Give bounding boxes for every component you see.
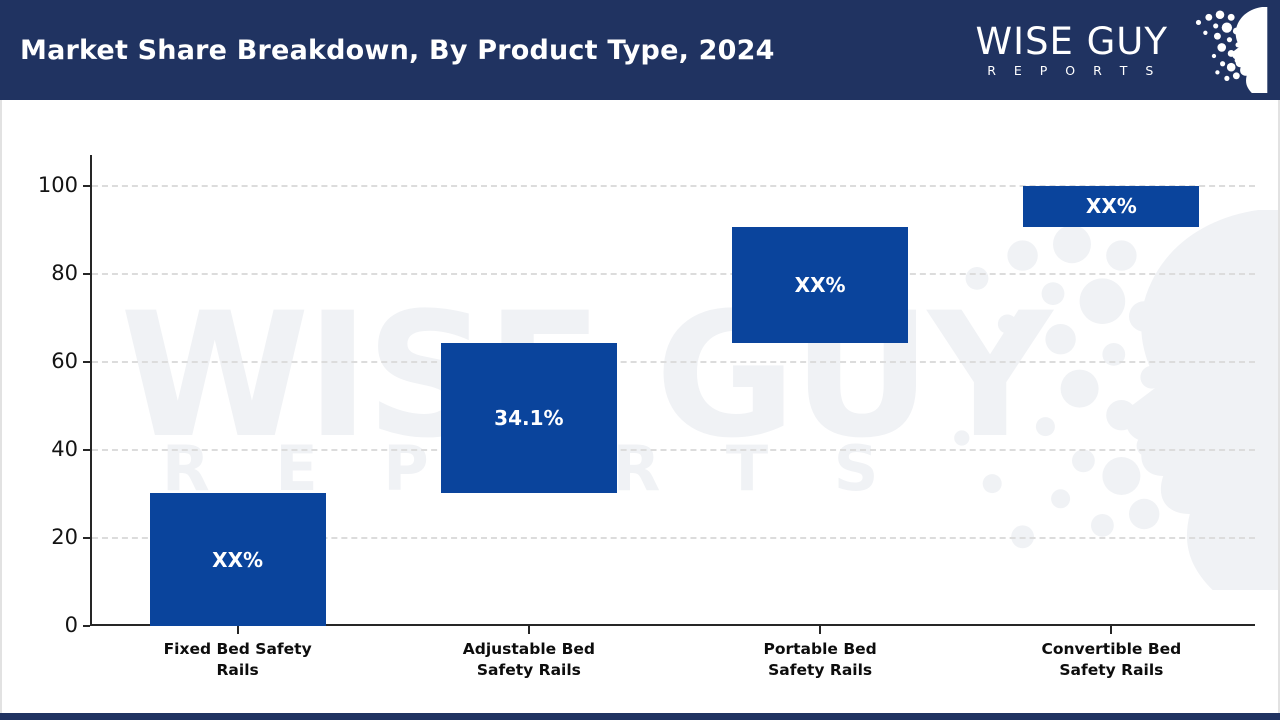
y-axis-tick <box>83 273 90 275</box>
x-axis-category-label: Convertible Bed Safety Rails <box>1041 640 1182 679</box>
y-axis-tick-label: 20 <box>51 525 78 549</box>
bar-1: XX% <box>149 493 326 626</box>
logo-wordmark: WISE GUY <box>975 19 1168 63</box>
x-axis-tick <box>1110 626 1113 634</box>
bar-value-label: XX% <box>212 547 264 572</box>
x-axis-category-label: Fixed Bed Safety Rails <box>163 640 312 679</box>
bar-2: 34.1% <box>440 343 617 494</box>
y-axis-tick-label: 40 <box>51 437 78 461</box>
y-axis-tick <box>83 449 90 451</box>
dotted-head-profile-icon <box>1195 7 1268 93</box>
wise-guy-reports-logo: WISE GUY R E P O R T S <box>976 0 1268 100</box>
plot-area: 0 20 40 60 80 100 XX% Fixed Bed Safety Rails 34.… <box>38 155 1255 679</box>
x-axis-category-label: Adjustable Bed Safety Rails <box>462 640 596 679</box>
gridline-60 <box>92 361 1255 363</box>
gridline-40 <box>92 449 1255 451</box>
logo-text: WISE GUY R E P O R T S <box>976 23 1168 78</box>
gridline-80 <box>92 273 1255 275</box>
y-axis-tick <box>83 185 90 187</box>
chart-title: Market Share Breakdown, By Product Type,… <box>20 34 775 66</box>
x-axis-tick <box>819 626 822 634</box>
x-axis-tick <box>527 626 530 634</box>
chart-canvas: WISE GUY R E P O R T S 020406080100XX%Fi… <box>0 100 1280 713</box>
y-axis-tick-label: 80 <box>51 261 78 285</box>
y-axis-tick <box>83 537 90 539</box>
header-banner: Market Share Breakdown, By Product Type,… <box>0 0 1280 100</box>
y-axis-tick <box>83 361 90 363</box>
bar-3: XX% <box>732 226 909 344</box>
bar-value-label: XX% <box>794 272 846 297</box>
gridline-100 <box>92 185 1255 187</box>
bar-4: XX% <box>1023 186 1200 227</box>
gridline-20 <box>92 537 1255 539</box>
logo-subtitle: R E P O R T S <box>987 62 1161 78</box>
y-axis-tick-label: 100 <box>37 173 78 197</box>
footer-bar <box>0 713 1280 720</box>
x-axis-tick <box>236 626 239 634</box>
bar-value-label: XX% <box>1085 194 1137 219</box>
bar-value-label: 34.1% <box>494 406 564 431</box>
y-axis-tick <box>83 625 90 627</box>
y-axis-tick-label: 60 <box>51 349 78 373</box>
y-axis-tick-label: 0 <box>64 613 78 637</box>
x-axis-category-label: Portable Bed Safety Rails <box>763 640 877 679</box>
